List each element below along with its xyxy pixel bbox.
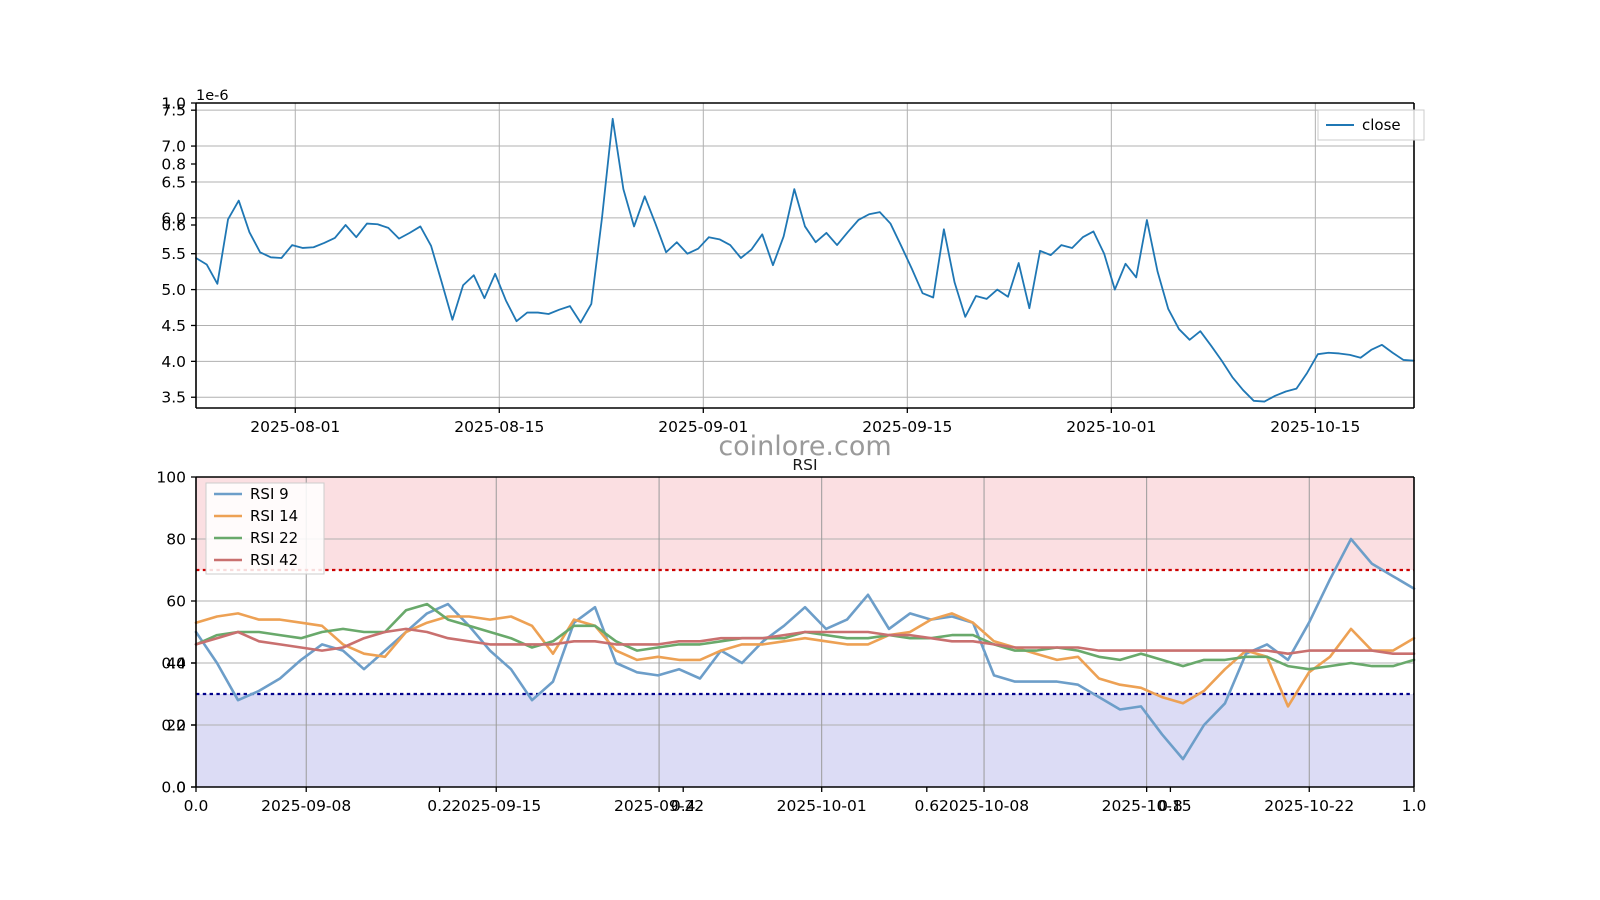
- rsi-x-tick-label: 2025-10-15: [1102, 797, 1192, 815]
- rsi-y-tick-label: 20: [166, 717, 186, 735]
- rsi-x-tick-label-overlay: 0.8: [1158, 797, 1183, 815]
- price-series-group: [195, 117, 1415, 403]
- rsi-x-tick-label: 2025-10-08: [939, 797, 1029, 815]
- price-y-tick-label: 3.5: [161, 389, 186, 407]
- rsi-legend-label-rsi14: RSI 14: [250, 507, 298, 525]
- price-x-tick-label: 2025-08-15: [454, 418, 544, 436]
- price-line-close: [195, 117, 1415, 403]
- rsi-y-tick-label: 60: [166, 593, 186, 611]
- rsi-line-rsi14: [194, 612, 1416, 708]
- price-y-tick-label: 4.5: [161, 317, 186, 335]
- rsi-line-rsi42: [194, 627, 1416, 656]
- rsi-overbought-band: [196, 477, 1414, 570]
- price-x-tick-label: 2025-09-01: [658, 418, 748, 436]
- price-y-tick-labels-overlay: 0.6 0.8 1.0: [161, 95, 196, 235]
- price-y-tick-label: 6.0: [161, 209, 186, 227]
- rsi-x-tick-labels: 2025-09-08 2025-09-15 2025-09-22 2025-10-01…: [261, 787, 1354, 815]
- rsi-x-tick-labels-overlay: 0.0 0.2 0.4 0.6 0.8 1.0: [184, 787, 1427, 815]
- price-y-tick-label: 7.5: [161, 102, 186, 120]
- rsi-legend-label-rsi42: RSI 42: [250, 551, 298, 569]
- rsi-x-tick-label: 2025-10-22: [1264, 797, 1354, 815]
- price-axis-spines: [195, 102, 1415, 409]
- rsi-y-tick-labels-overlay: 0.0 0.2 0.4: [161, 655, 196, 797]
- price-x-tick-label: 2025-10-01: [1066, 418, 1156, 436]
- rsi-x-tick-label: 2025-10-01: [777, 797, 867, 815]
- rsi-x-tick-label: 2025-09-15: [451, 797, 541, 815]
- price-y-tick-label: 5.5: [161, 245, 186, 263]
- price-y-tick-label: 6.5: [161, 173, 186, 191]
- price-panel: 3.5 4.0 4.5 5.0 5.5 6.0 6.5 7.0 7.5 0.6 0.8 1.0 20…: [161, 88, 1425, 436]
- rsi-legend-item-0[interactable]: RSI 9: [214, 485, 289, 503]
- rsi-x-tick-label: 2025-09-08: [261, 797, 351, 815]
- rsi-x-tick-label-overlay: 0.2: [427, 797, 452, 815]
- rsi-panel-title: RSI: [792, 456, 817, 474]
- watermark: coinlore.com: [718, 431, 891, 462]
- rsi-line-rsi9: [194, 537, 1416, 761]
- price-legend[interactable]: close: [1317, 109, 1425, 141]
- rsi-legend-item-2[interactable]: RSI 22: [214, 529, 298, 547]
- rsi-y-tick-label-overlay: 0.2: [161, 717, 186, 735]
- rsi-x-tick-label-overlay: 0.6: [914, 797, 939, 815]
- rsi-y-tick-label: 0: [176, 779, 186, 797]
- rsi-y-tick-label-overlay: 0.4: [161, 655, 186, 673]
- price-y-tick-label: 4.0: [161, 353, 186, 371]
- price-x-tick-labels: 2025-08-01 2025-08-15 2025-09-01 2025-09-15…: [250, 408, 1360, 436]
- price-x-tick-label: 2025-10-15: [1270, 418, 1360, 436]
- price-y-tick-label: 5.0: [161, 281, 186, 299]
- rsi-x-tick-label-overlay: 0.4: [671, 797, 696, 815]
- price-plot-background: [196, 103, 1414, 408]
- price-x-tick-label: 2025-08-01: [250, 418, 340, 436]
- rsi-y-tick-label-overlay: 0.0: [161, 779, 186, 797]
- price-y-tick-label: 7.0: [161, 138, 186, 156]
- price-gridlines: [196, 103, 1414, 408]
- price-y-tick-label-overlay: 0.8: [161, 156, 186, 174]
- rsi-legend[interactable]: RSI 9 RSI 14 RSI 22 RSI 42: [205, 482, 325, 575]
- rsi-series-group: [194, 537, 1416, 761]
- rsi-legend-item-3[interactable]: RSI 42: [214, 551, 298, 569]
- rsi-axis-spines: [195, 476, 1415, 788]
- rsi-y-tick-label: 100: [156, 469, 186, 487]
- rsi-x-tick-label: 2025-09-22: [614, 797, 704, 815]
- price-y-tick-labels: 3.5 4.0 4.5 5.0 5.5 6.0 6.5 7.0 7.5: [161, 102, 196, 407]
- rsi-legend-item-1[interactable]: RSI 14: [214, 507, 298, 525]
- rsi-legend-label-rsi9: RSI 9: [250, 485, 289, 503]
- rsi-oversold-band: [196, 694, 1414, 787]
- rsi-x-tick-label-overlay: 1.0: [1402, 797, 1427, 815]
- rsi-y-tick-label: 40: [166, 655, 186, 673]
- rsi-y-tick-label: 80: [166, 531, 186, 549]
- price-x-tick-label: 2025-09-15: [862, 418, 952, 436]
- rsi-y-tick-labels: 0 20 40 60 80 100: [156, 469, 196, 797]
- price-y-tick-label-overlay: 1.0: [161, 95, 186, 113]
- price-legend-label-close: close: [1362, 116, 1401, 134]
- rsi-legend-label-rsi22: RSI 22: [250, 529, 298, 547]
- price-y-tick-label-overlay: 0.6: [161, 217, 186, 235]
- rsi-x-tick-label-overlay: 0.0: [184, 797, 209, 815]
- price-y-axis-offset-text: 1e-6: [196, 88, 229, 104]
